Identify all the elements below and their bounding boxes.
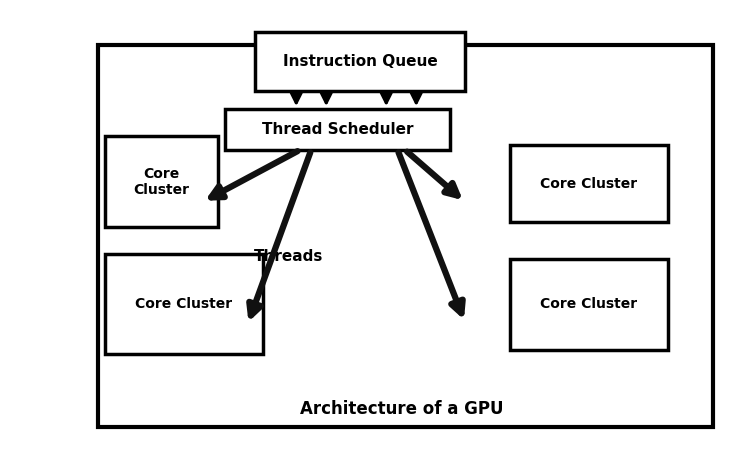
FancyBboxPatch shape	[98, 45, 712, 427]
Text: Core
Cluster: Core Cluster	[134, 167, 189, 197]
FancyBboxPatch shape	[510, 259, 668, 350]
FancyBboxPatch shape	[225, 109, 450, 150]
FancyBboxPatch shape	[510, 145, 668, 222]
Text: Core Cluster: Core Cluster	[540, 297, 638, 311]
FancyBboxPatch shape	[105, 254, 262, 354]
Text: Core Cluster: Core Cluster	[540, 177, 638, 191]
FancyBboxPatch shape	[105, 136, 218, 227]
Text: Core Cluster: Core Cluster	[135, 297, 232, 311]
Text: Thread Scheduler: Thread Scheduler	[262, 122, 413, 137]
FancyBboxPatch shape	[255, 32, 465, 91]
Text: Threads: Threads	[254, 249, 323, 264]
Text: Architecture of a GPU: Architecture of a GPU	[299, 400, 503, 418]
Text: Instruction Queue: Instruction Queue	[283, 54, 437, 69]
